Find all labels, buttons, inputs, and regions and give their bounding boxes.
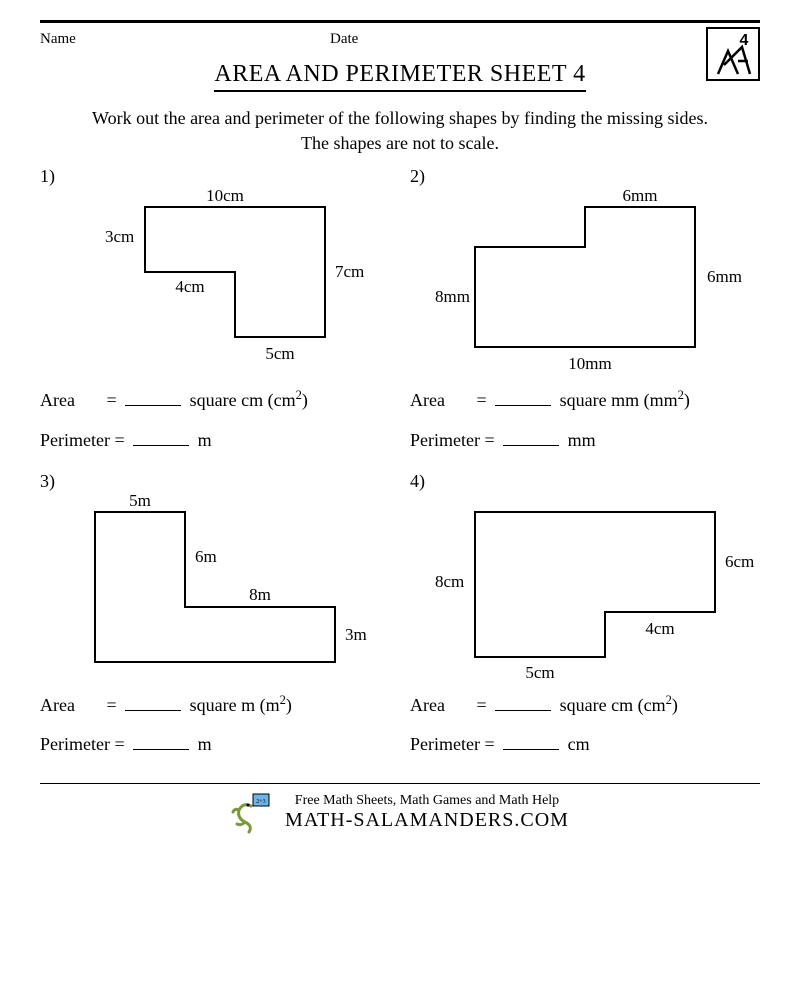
perimeter-line: Perimeter = mm <box>410 421 760 461</box>
perimeter-blank[interactable] <box>133 732 189 750</box>
problem-3: 3)5m 6m 8m 3m Area = square m (m2)Perimeter … <box>40 471 390 765</box>
svg-text:6cm: 6cm <box>725 552 754 571</box>
grade-badge-icon: 4 <box>706 27 760 81</box>
svg-text:10cm: 10cm <box>206 186 244 205</box>
area-line: Area = square m (m2) <box>40 686 390 726</box>
problem-number: 1) <box>40 166 390 187</box>
shape-diagram: 8cm 6cm 4cm 5cm <box>410 492 760 682</box>
shape-diagram: 10cm 3cm 4cm 7cm 5cm <box>40 187 390 377</box>
problems-grid: 1)10cm 3cm 4cm 7cm 5cm Area = square cm (cm2)… <box>40 166 760 764</box>
area-blank[interactable] <box>125 693 181 711</box>
area-line: Area = square cm (cm2) <box>40 381 390 421</box>
perimeter-line: Perimeter = cm <box>410 725 760 765</box>
area-blank[interactable] <box>495 388 551 406</box>
svg-text:6mm: 6mm <box>707 267 742 286</box>
answer-lines: Area = square cm (cm2)Perimeter = cm <box>410 686 760 765</box>
problem-4: 4) 8cm 6cm 4cm 5cm Area = square cm (cm2)Peri… <box>410 471 760 765</box>
area-blank[interactable] <box>495 693 551 711</box>
answer-lines: Area = square mm (mm2)Perimeter = mm <box>410 381 760 460</box>
footer-tagline: Free Math Sheets, Math Games and Math He… <box>285 793 569 809</box>
header: Name Date 4 <box>40 31 760 91</box>
perimeter-blank[interactable] <box>133 428 189 446</box>
svg-text:7cm: 7cm <box>335 262 364 281</box>
svg-text:5cm: 5cm <box>525 663 554 682</box>
problem-1: 1)10cm 3cm 4cm 7cm 5cm Area = square cm (cm2)… <box>40 166 390 460</box>
problem-number: 4) <box>410 471 760 492</box>
instructions: Work out the area and perimeter of the f… <box>80 106 720 156</box>
svg-text:3m: 3m <box>345 625 367 644</box>
svg-text:8m: 8m <box>249 585 271 604</box>
perimeter-blank[interactable] <box>503 732 559 750</box>
shape-diagram: 6mm 8mm 6mm 10mm <box>410 187 760 377</box>
date-label: Date <box>330 31 358 48</box>
problem-number: 2) <box>410 166 760 187</box>
answer-lines: Area = square cm (cm2)Perimeter = m <box>40 381 390 460</box>
svg-text:4cm: 4cm <box>175 277 204 296</box>
svg-text:10mm: 10mm <box>568 354 611 373</box>
perimeter-blank[interactable] <box>503 428 559 446</box>
name-label: Name <box>40 31 76 48</box>
svg-text:3cm: 3cm <box>105 227 134 246</box>
area-line: Area = square mm (mm2) <box>410 381 760 421</box>
footer-site: MATH-SALAMANDERS.COM <box>285 809 569 832</box>
salamander-icon: 2+3 <box>231 792 273 834</box>
svg-text:5cm: 5cm <box>265 344 294 363</box>
svg-text:8cm: 8cm <box>435 572 464 591</box>
area-line: Area = square cm (cm2) <box>410 686 760 726</box>
footer: 2+3 Free Math Sheets, Math Games and Mat… <box>40 783 760 839</box>
answer-lines: Area = square m (m2)Perimeter = m <box>40 686 390 765</box>
svg-text:5m: 5m <box>129 491 151 510</box>
shape-diagram: 5m 6m 8m 3m <box>40 492 390 682</box>
svg-text:6m: 6m <box>195 547 217 566</box>
problem-number: 3) <box>40 471 390 492</box>
svg-text:2+3: 2+3 <box>256 799 265 805</box>
svg-text:6mm: 6mm <box>623 186 658 205</box>
problem-2: 2)6mm8mm6mm10mmArea = square mm (mm2)Per… <box>410 166 760 460</box>
svg-text:4cm: 4cm <box>645 619 674 638</box>
perimeter-line: Perimeter = m <box>40 725 390 765</box>
perimeter-line: Perimeter = m <box>40 421 390 461</box>
svg-text:8mm: 8mm <box>435 287 470 306</box>
area-blank[interactable] <box>125 388 181 406</box>
